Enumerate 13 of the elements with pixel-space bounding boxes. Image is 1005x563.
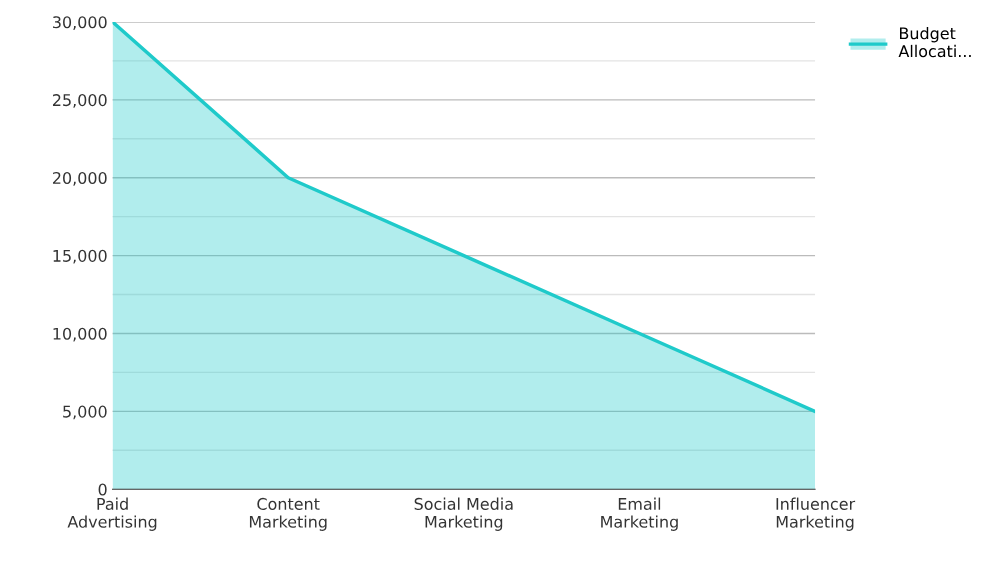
y-tick-label: 25,000 (52, 94, 107, 108)
x-tick-label: Email Marketing (601, 497, 678, 531)
y-tick-label: 15,000 (53, 249, 107, 264)
x-tick-label: Content Marketing (249, 497, 327, 531)
legend-label: Budget Allocati... (898, 26, 971, 58)
x-tick-label: Paid Advertising (67, 497, 157, 531)
x-tick-label: Influencer Marketing (776, 497, 856, 531)
y-tick-label: 20,000 (52, 171, 107, 186)
y-tick-label: 5,000 (63, 405, 107, 420)
y-tick-label: 10,000 (53, 327, 107, 342)
y-tick-label: 30,000 (53, 16, 107, 30)
y-tick-label: 0 (98, 483, 107, 496)
x-tick-label: Social Media Marketing (414, 497, 513, 531)
